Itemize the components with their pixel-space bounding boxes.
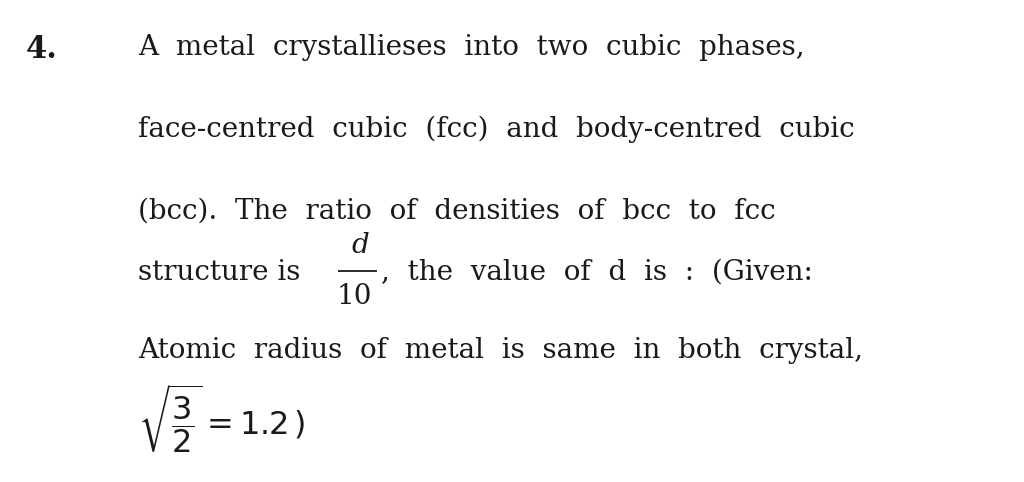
Text: A  metal  crystallieses  into  two  cubic  phases,: A metal crystallieses into two cubic pha… [138,34,805,61]
Text: Atomic  radius  of  metal  is  same  in  both  crystal,: Atomic radius of metal is same in both c… [138,337,863,364]
Text: 4.: 4. [26,34,57,65]
Text: (bcc).  The  ratio  of  densities  of  bcc  to  fcc: (bcc). The ratio of densities of bcc to … [138,198,776,225]
Text: $\sqrt{\dfrac{3}{2}} = 1.2\,)$: $\sqrt{\dfrac{3}{2}} = 1.2\,)$ [138,383,306,456]
Text: ,  the  value  of  d  is  :  (Given:: , the value of d is : (Given: [381,259,813,286]
Text: face-centred  cubic  (fcc)  and  body-centred  cubic: face-centred cubic (fcc) and body-centre… [138,116,855,143]
Text: 10: 10 [337,283,372,310]
Text: d: d [351,232,370,259]
Text: structure is: structure is [138,259,301,286]
